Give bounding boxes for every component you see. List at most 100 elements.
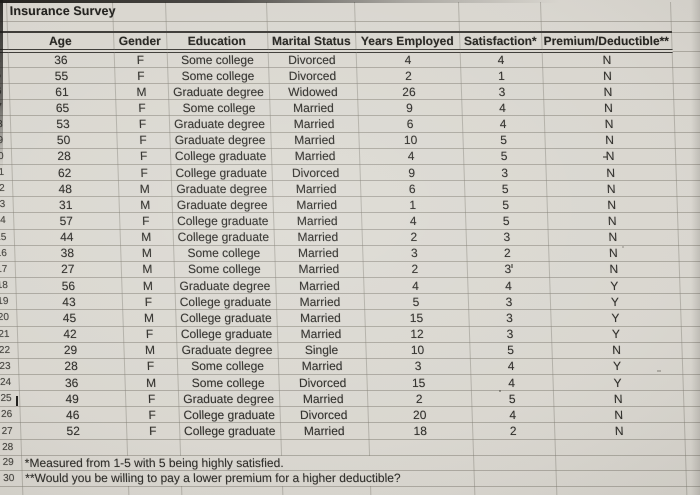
cell: 4 [461,99,544,116]
cell: 26 [356,83,462,100]
blank-row: 28 [0,439,700,456]
empty-cell [555,455,686,471]
cell: 43 [15,293,123,310]
cell: F [122,326,177,343]
empty-cell [165,21,267,32]
cell: N [544,132,675,149]
cell: F [117,164,171,181]
cell: 10 [358,132,463,149]
table-row: 14 57 F College graduate Married 4 5 N [0,212,700,230]
row-number: 19 [0,293,17,310]
cell: Married [279,422,369,440]
title-row: Insurance Survey [0,2,700,21]
cell: Married [269,99,358,116]
empty-cell [473,455,556,471]
empty-cell [676,212,700,230]
cell: 29 [17,342,124,359]
cell: M [119,229,174,246]
cell: Divorced [271,164,360,181]
cell: 3 [466,261,550,278]
header-row: Age Gender Education Marital Status Years Em… [0,32,700,51]
row-number: 18 [0,277,16,294]
empty-cell [554,439,686,456]
empty-cell [680,326,700,343]
empty-cell [556,486,687,495]
column-header: Education [165,32,268,51]
cell: 15 [364,309,469,326]
cell: F [114,67,168,84]
spacer-row [0,21,700,32]
empty-cell [266,21,355,32]
empty-cell [671,51,700,68]
cell: 28 [17,358,125,375]
cell: Married [276,326,366,343]
cell: N [552,390,684,407]
cell: Y [550,309,681,326]
cell: N [551,342,682,359]
column-header: Satisfaction* [458,32,542,51]
cell: F [115,115,170,133]
cell: N [543,99,674,116]
empty-cell [266,2,355,21]
cell: College graduate [178,406,280,423]
row-number: 8 [0,115,11,133]
cell: Some college [173,261,276,278]
row-number: 21 [0,326,18,343]
cell: Married [270,148,360,165]
cell: N [548,261,680,278]
cell: 10 [365,342,470,359]
empty-cell [672,67,700,84]
cell: 5 [469,342,552,359]
row-number: 10 [0,148,12,165]
empty-cell [675,164,700,181]
cell: M [122,309,176,326]
empty-cell [680,309,700,326]
row-number: 13 [0,196,13,213]
cell: 4 [461,115,545,133]
empty-cell [540,21,671,32]
table-row: 20 45 M College graduate Married 15 3 Y [0,309,700,326]
cell: N [548,245,679,262]
empty-cell [684,439,700,456]
cell: 3 [468,326,552,343]
cell: 4 [358,148,464,165]
cell: College graduate [169,148,272,165]
footnote-row: 29 *Measured from 1-5 with 5 being highly… [0,455,700,471]
cell: Married [270,132,359,149]
cell: M [123,342,177,359]
cell: N [546,212,678,230]
cell: 5 [363,293,469,310]
page-title: Insurance Survey [6,2,116,21]
cell: 28 [10,148,118,165]
cell: College graduate [174,293,277,310]
cell: 3 [465,229,549,246]
cell: 2 [361,229,467,246]
cell: 4 [363,277,468,294]
table-row: 7 65 F Some college Married 9 4 N [0,99,700,116]
column-header: Marital Status [266,32,356,51]
table-row: 25 49 F Graduate degree Married 2 5 N [0,390,700,407]
cell: F [124,390,179,407]
cell: Some college [167,67,269,84]
table-row: 19 43 F College graduate Married 5 3 Y [0,293,700,310]
cell: Married [271,180,361,197]
empty-cell [555,470,687,487]
empty-cell [677,229,700,246]
cell: F [121,293,176,310]
cell: 61 [8,83,116,100]
cell: N [545,180,677,197]
empty-cell [682,374,700,391]
table-row: 16 38 M Some college Married 3 2 N [0,245,700,262]
cell: College graduate [178,422,281,440]
cell: 2 [466,245,549,262]
row-number: 12 [0,180,13,197]
cell: Graduate degree [168,115,271,133]
empty-cell [679,293,700,310]
partial-row [0,486,700,495]
cell: 1 [460,67,543,84]
cell: N [541,51,673,68]
